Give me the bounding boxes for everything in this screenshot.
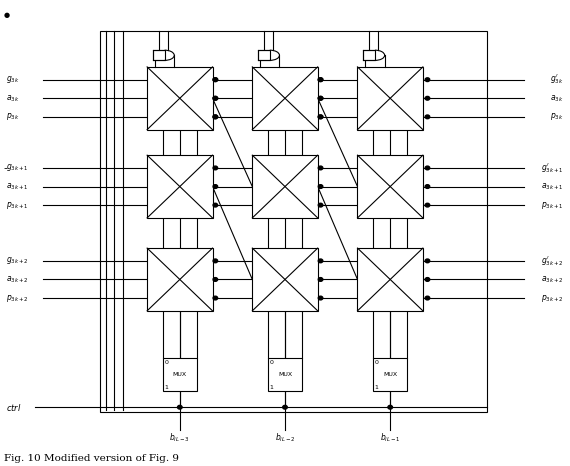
Circle shape xyxy=(425,203,430,207)
Circle shape xyxy=(388,405,393,409)
Text: $a_{3k}$: $a_{3k}$ xyxy=(6,93,20,103)
Circle shape xyxy=(425,259,430,263)
Bar xyxy=(253,67,317,130)
Text: $p_{3k+2}$: $p_{3k+2}$ xyxy=(541,293,564,303)
Circle shape xyxy=(318,96,323,100)
Bar xyxy=(147,67,213,130)
Text: $g_{3k}$: $g_{3k}$ xyxy=(6,74,20,85)
Circle shape xyxy=(213,185,218,188)
Text: $b_{iL-1}$: $b_{iL-1}$ xyxy=(380,431,401,444)
Circle shape xyxy=(318,278,323,281)
Circle shape xyxy=(213,96,218,100)
Circle shape xyxy=(213,115,218,119)
Text: ●: ● xyxy=(3,12,10,18)
Bar xyxy=(357,155,423,218)
Text: $g_{3k+2}$: $g_{3k+2}$ xyxy=(6,255,29,267)
Circle shape xyxy=(177,405,182,409)
Circle shape xyxy=(425,185,430,188)
Circle shape xyxy=(318,296,323,300)
Text: $ctrl$: $ctrl$ xyxy=(6,402,22,413)
Text: $a_{3k+2}$: $a_{3k+2}$ xyxy=(6,274,29,285)
Text: $g^{\prime}_{3k+2}$: $g^{\prime}_{3k+2}$ xyxy=(541,254,564,267)
Text: 1: 1 xyxy=(375,385,378,390)
Circle shape xyxy=(213,259,218,263)
Text: 1: 1 xyxy=(165,385,168,390)
Text: $g_{3k+1}$: $g_{3k+1}$ xyxy=(6,163,29,173)
Bar xyxy=(153,50,165,61)
Circle shape xyxy=(318,78,323,82)
Circle shape xyxy=(283,405,287,409)
Text: $g^{\prime}_{3k+1}$: $g^{\prime}_{3k+1}$ xyxy=(541,161,564,175)
Bar xyxy=(253,155,317,218)
Text: $a_{3k+1}$: $a_{3k+1}$ xyxy=(541,181,564,192)
Text: $p_{3k+1}$: $p_{3k+1}$ xyxy=(6,199,29,211)
Circle shape xyxy=(213,96,218,100)
Bar xyxy=(147,155,213,218)
Circle shape xyxy=(425,296,430,300)
Text: $b_{iL-3}$: $b_{iL-3}$ xyxy=(169,431,190,444)
Text: $g^{\prime}_{3k}$: $g^{\prime}_{3k}$ xyxy=(550,73,564,86)
Circle shape xyxy=(213,115,218,119)
Text: MUX: MUX xyxy=(383,372,397,377)
Text: $p_{3k+2}$: $p_{3k+2}$ xyxy=(6,293,29,303)
Circle shape xyxy=(425,78,430,82)
Circle shape xyxy=(213,203,218,207)
Bar xyxy=(163,358,197,391)
Text: MUX: MUX xyxy=(173,372,187,377)
Text: $a_{3k+2}$: $a_{3k+2}$ xyxy=(541,274,564,285)
Circle shape xyxy=(318,203,323,207)
Circle shape xyxy=(213,166,218,170)
Text: $p_{3k}$: $p_{3k}$ xyxy=(550,111,564,123)
Circle shape xyxy=(318,96,323,100)
Circle shape xyxy=(425,96,430,100)
Circle shape xyxy=(425,115,430,119)
Circle shape xyxy=(318,78,323,82)
Text: $p_{3k}$: $p_{3k}$ xyxy=(6,111,20,123)
Text: $a_{3k}$: $a_{3k}$ xyxy=(550,93,564,103)
Text: -: - xyxy=(3,163,7,173)
Circle shape xyxy=(213,278,218,281)
Bar xyxy=(357,67,423,130)
Bar xyxy=(363,50,375,61)
Circle shape xyxy=(213,296,218,300)
Bar xyxy=(373,358,407,391)
Bar xyxy=(268,358,302,391)
Text: $a_{3k+1}$: $a_{3k+1}$ xyxy=(6,181,29,192)
Bar xyxy=(258,50,270,61)
Bar xyxy=(357,248,423,311)
Circle shape xyxy=(318,115,323,119)
Text: 0: 0 xyxy=(165,360,168,365)
Text: MUX: MUX xyxy=(278,372,292,377)
Text: Fig. 10 Modified version of Fig. 9: Fig. 10 Modified version of Fig. 9 xyxy=(3,454,178,463)
Bar xyxy=(253,248,317,311)
Circle shape xyxy=(318,185,323,188)
Bar xyxy=(147,248,213,311)
Text: 0: 0 xyxy=(270,360,274,365)
Circle shape xyxy=(318,259,323,263)
Bar xyxy=(100,31,487,412)
Circle shape xyxy=(425,166,430,170)
Text: 0: 0 xyxy=(375,360,378,365)
Circle shape xyxy=(318,166,323,170)
Text: 1: 1 xyxy=(270,385,274,390)
Circle shape xyxy=(318,115,323,119)
Text: $b_{iL-2}$: $b_{iL-2}$ xyxy=(275,431,295,444)
Text: $p_{3k+1}$: $p_{3k+1}$ xyxy=(541,199,564,211)
Circle shape xyxy=(213,78,218,82)
Circle shape xyxy=(425,278,430,281)
Circle shape xyxy=(213,78,218,82)
